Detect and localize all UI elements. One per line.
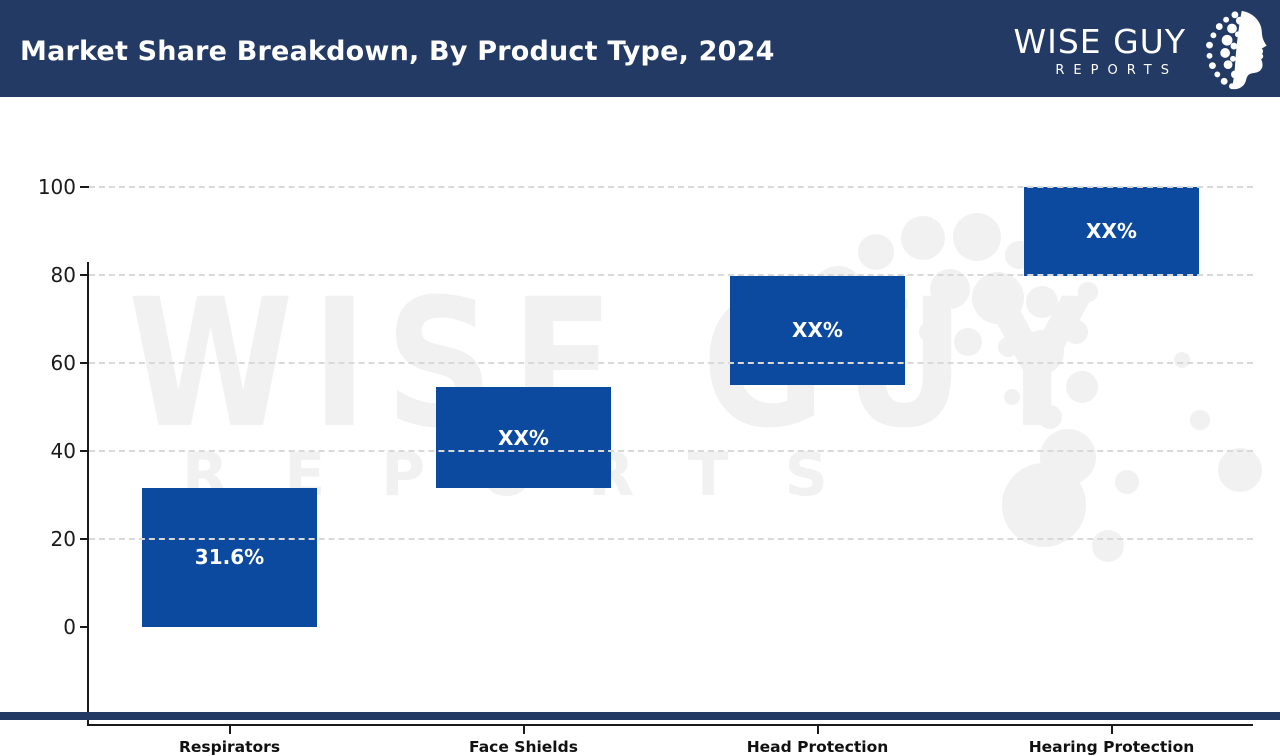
x-tick-mark: [816, 726, 819, 734]
y-tick-label: 40: [50, 439, 76, 463]
category-label: Hearing Protection: [1028, 738, 1195, 756]
y-tick-label: 100: [37, 175, 76, 199]
category-label: Head Protection: [746, 738, 889, 756]
bar: [730, 275, 905, 385]
y-tick-mark: [80, 626, 89, 628]
y-tick-mark: [80, 274, 89, 276]
gridline: [89, 538, 1253, 540]
y-axis-line: [87, 262, 89, 726]
y-tick-mark: [80, 450, 89, 452]
category-label: Respirators: [178, 738, 281, 756]
y-tick-label: 0: [63, 615, 76, 639]
y-tick-label: 20: [50, 527, 76, 551]
logo-wordmark: WISE GUY: [1013, 22, 1186, 61]
bar-value-label: XX%: [792, 318, 843, 343]
x-tick-mark: [522, 726, 525, 734]
gridline: [89, 362, 1253, 364]
x-tick-mark: [1110, 726, 1113, 734]
bar: [142, 487, 317, 627]
y-tick-label: 80: [50, 263, 76, 287]
chart-title: Market Share Breakdown, By Product Type,…: [20, 36, 775, 67]
bar-value-label: XX%: [1086, 219, 1137, 244]
bar-value-label: 31.6%: [194, 545, 265, 570]
y-tick-mark: [80, 186, 89, 188]
y-tick-mark: [80, 362, 89, 364]
wise-guy-reports-logo: WISE GUY REPORTS: [1013, 0, 1274, 97]
header-bar: Market Share Breakdown, By Product Type,…: [0, 0, 1280, 97]
gridline: [89, 186, 1253, 188]
logo-face-profile-icon: [1206, 10, 1267, 90]
x-tick-mark: [228, 726, 231, 734]
gridline: [89, 450, 1253, 452]
y-tick-label: 60: [50, 351, 76, 375]
bar: [436, 387, 611, 488]
y-tick-mark: [80, 538, 89, 540]
gridline: [89, 274, 1253, 276]
category-label: Face Shields: [469, 738, 578, 756]
bar-value-label: XX%: [498, 425, 549, 450]
footer-bar: [0, 712, 1280, 720]
bar: [1024, 187, 1199, 276]
x-axis-line: [87, 724, 1253, 726]
logo-subtext: REPORTS: [1055, 63, 1178, 78]
